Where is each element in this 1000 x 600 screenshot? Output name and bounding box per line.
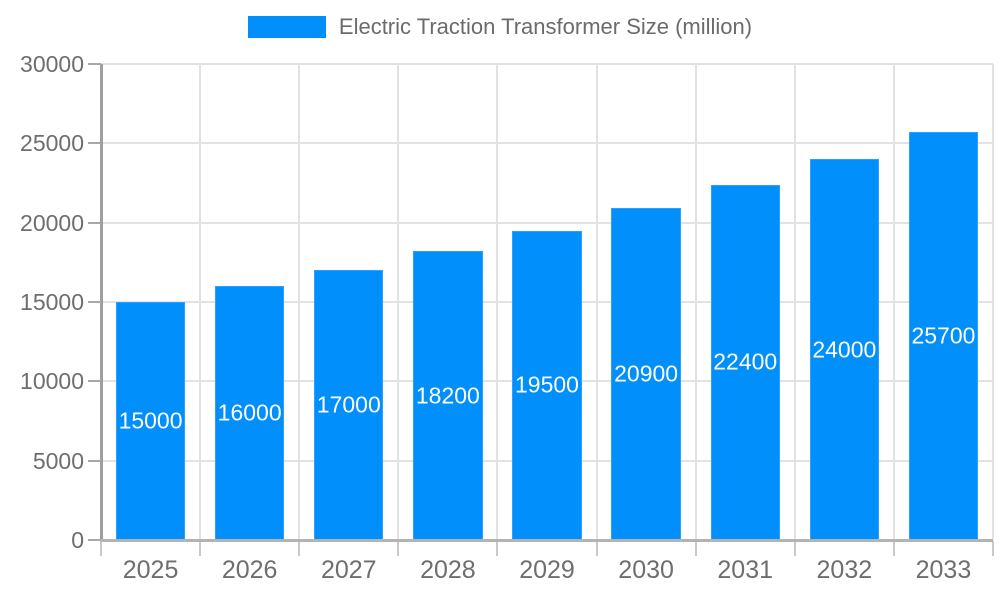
y-tick-label: 15000 bbox=[20, 289, 84, 315]
bar-value-label: 25700 bbox=[911, 322, 976, 349]
plot-area: 15000 16000 17000 18200 19500 20900 22400 24000… bbox=[100, 63, 994, 540]
y-axis-tick bbox=[88, 459, 101, 462]
y-axis-tick bbox=[88, 63, 101, 65]
y-axis-line bbox=[100, 64, 103, 540]
x-axis-tick bbox=[892, 541, 895, 556]
y-tick-label: 10000 bbox=[20, 368, 84, 395]
y-tick-label: 0 bbox=[71, 527, 84, 553]
y-axis-tick bbox=[88, 301, 101, 303]
x-tick-label: 2032 bbox=[816, 556, 873, 584]
legend-label: Electric Traction Transformer Size (mill… bbox=[338, 14, 753, 39]
bar-value-label: 16000 bbox=[217, 399, 282, 426]
bar-value-label: 22400 bbox=[713, 348, 778, 375]
gridline-horizontal bbox=[101, 142, 993, 145]
x-tick-label: 2029 bbox=[519, 556, 575, 584]
x-tick-label: 2027 bbox=[320, 556, 377, 584]
x-tick-label: 2031 bbox=[717, 556, 774, 584]
gridline-horizontal bbox=[101, 221, 993, 224]
y-axis-tick bbox=[88, 539, 101, 541]
x-axis-tick bbox=[298, 541, 301, 556]
gridline-vertical bbox=[298, 64, 301, 540]
gridline-vertical bbox=[595, 64, 598, 540]
x-axis-tick bbox=[496, 541, 499, 556]
gridline-vertical bbox=[496, 64, 499, 540]
bar-value-label: 24000 bbox=[812, 336, 877, 363]
legend-item[interactable]: Electric Traction Transformer Size (mill… bbox=[0, 14, 1000, 40]
y-axis-tick bbox=[88, 380, 101, 383]
bar-value-label: 20900 bbox=[614, 360, 679, 387]
x-axis-tick bbox=[100, 541, 102, 556]
gridline-vertical bbox=[397, 64, 400, 540]
gridline-vertical bbox=[992, 64, 994, 540]
x-tick-label: 2025 bbox=[122, 556, 179, 584]
x-axis-tick bbox=[397, 541, 400, 556]
bar[interactable]: 16000 bbox=[214, 286, 285, 540]
x-axis-tick bbox=[992, 541, 994, 556]
gridline-vertical bbox=[793, 64, 796, 540]
x-axis-line bbox=[101, 539, 993, 542]
y-tick-label: 5000 bbox=[32, 447, 84, 474]
bar[interactable]: 19500 bbox=[512, 230, 582, 540]
bar[interactable]: 24000 bbox=[809, 159, 880, 540]
y-tick-label: 30000 bbox=[20, 51, 84, 77]
y-axis-tick bbox=[88, 142, 101, 145]
bar-value-label: 18200 bbox=[415, 382, 480, 409]
x-tick-label: 2030 bbox=[618, 556, 674, 584]
x-tick-label: 2028 bbox=[420, 556, 476, 584]
bar[interactable]: 25700 bbox=[908, 132, 979, 540]
y-axis-tick bbox=[88, 221, 101, 224]
bar-value-label: 19500 bbox=[515, 371, 579, 398]
y-tick-label: 20000 bbox=[20, 209, 84, 236]
y-tick-label: 25000 bbox=[20, 130, 84, 157]
bar-value-label: 17000 bbox=[316, 391, 381, 418]
bar[interactable]: 18200 bbox=[413, 251, 483, 540]
bar[interactable]: 22400 bbox=[710, 184, 780, 540]
gridline-vertical bbox=[199, 64, 202, 540]
gridline-vertical bbox=[892, 64, 895, 540]
x-axis-tick bbox=[199, 541, 202, 556]
gridline-horizontal bbox=[101, 63, 993, 65]
bar-value-label: 15000 bbox=[118, 407, 183, 434]
x-axis-tick bbox=[595, 541, 598, 556]
x-axis-tick bbox=[694, 541, 697, 556]
legend-swatch-icon bbox=[247, 16, 326, 38]
x-tick-label: 2033 bbox=[915, 556, 972, 584]
bar[interactable]: 20900 bbox=[611, 208, 681, 540]
bar[interactable]: 17000 bbox=[314, 270, 384, 540]
x-tick-label: 2026 bbox=[221, 556, 278, 584]
gridline-vertical bbox=[694, 64, 697, 540]
bar[interactable]: 15000 bbox=[115, 302, 186, 540]
x-axis-tick bbox=[793, 541, 796, 556]
